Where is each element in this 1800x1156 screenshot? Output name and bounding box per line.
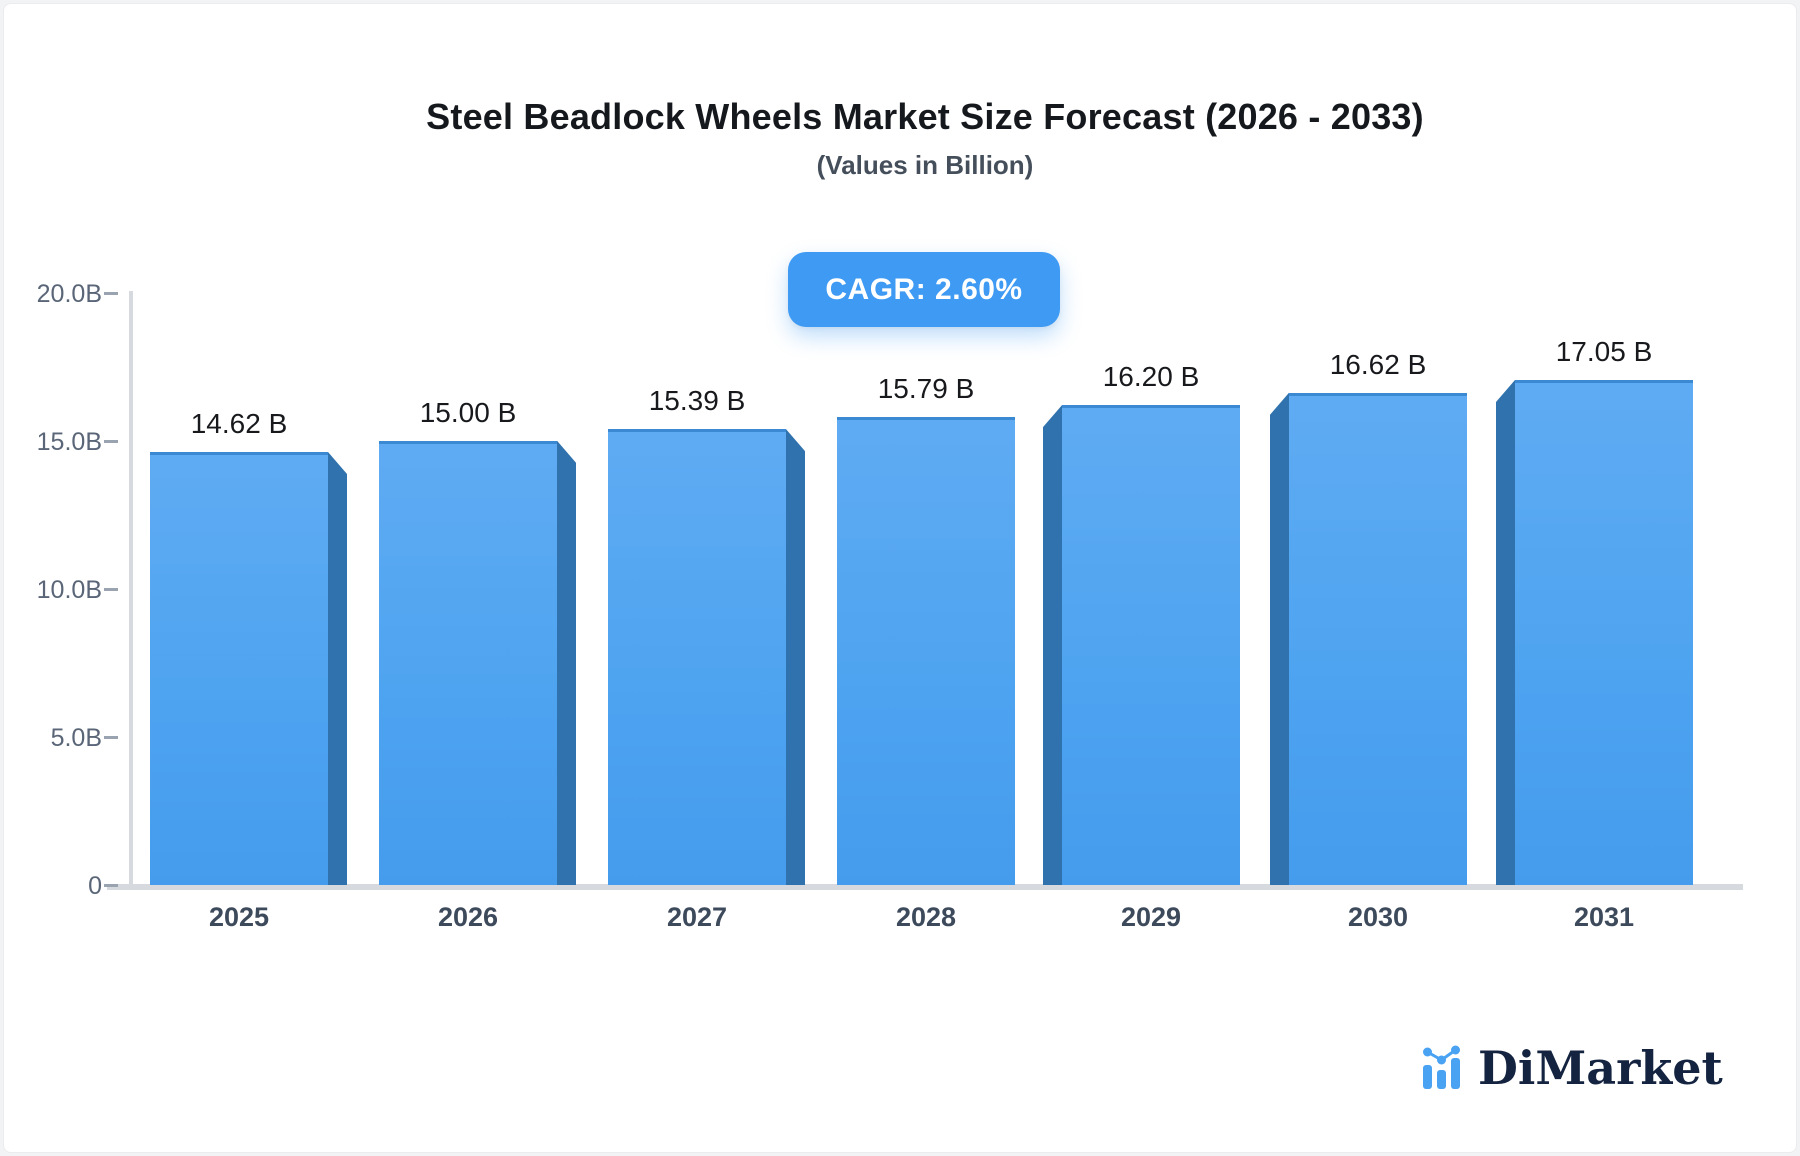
- y-tick-mark: [104, 587, 118, 591]
- x-axis-label-2025: 2025: [208, 902, 270, 932]
- bar-2026[interactable]: [379, 440, 557, 885]
- bar-2027[interactable]: [608, 429, 786, 885]
- y-tick-label: 15.0B: [36, 427, 102, 456]
- y-tick-mark: [104, 884, 118, 887]
- brand-logo: DiMarket: [1418, 1040, 1723, 1096]
- y-tick-label: 5.0B: [50, 723, 102, 752]
- bar-3d-side: [786, 429, 805, 885]
- bar-2025[interactable]: [150, 451, 328, 885]
- x-axis-label-2031: 2031: [1573, 902, 1635, 932]
- bar-value-label: 17.05 B: [1555, 335, 1653, 367]
- bar-3d-side: [328, 451, 347, 885]
- brand-name: DiMarket: [1478, 1041, 1723, 1095]
- x-axis-label-2026: 2026: [437, 902, 499, 932]
- y-tick-mark: [104, 291, 118, 295]
- bar-3d-side: [557, 440, 576, 885]
- y-axis-line: [129, 291, 133, 885]
- x-axis-label-2028: 2028: [895, 902, 957, 932]
- bar-3d-side: [1043, 405, 1062, 885]
- mini-bar-line-chart-icon: [1423, 1045, 1460, 1089]
- y-tick-label: 10.0B: [36, 575, 102, 604]
- bar-2029[interactable]: [1062, 405, 1240, 885]
- bar-2030[interactable]: [1289, 392, 1467, 885]
- y-tick-label: 20.0B: [36, 279, 102, 308]
- x-axis-line: [107, 884, 1743, 890]
- bar-value-label: 16.62 B: [1329, 348, 1427, 380]
- bar-2028[interactable]: [837, 417, 1015, 885]
- bar-2031[interactable]: [1515, 379, 1693, 885]
- bar-value-label: 15.79 B: [877, 373, 975, 405]
- bar-value-label: 14.62 B: [190, 407, 288, 439]
- x-axis-label-2027: 2027: [666, 902, 728, 932]
- y-tick-label: 0: [88, 872, 102, 900]
- x-axis-label-2030: 2030: [1347, 902, 1409, 932]
- bar-value-label: 16.20 B: [1102, 361, 1200, 393]
- x-axis-label-2029: 2029: [1120, 902, 1182, 932]
- cagr-badge: CAGR: 2.60%: [788, 252, 1060, 327]
- bar-3d-side: [1496, 379, 1515, 885]
- y-tick-mark: [104, 439, 118, 443]
- y-tick-mark: [104, 735, 118, 739]
- chart-subtitle: (Values in Billion): [816, 150, 1034, 180]
- chart-title: Steel Beadlock Wheels Market Size Foreca…: [426, 96, 1424, 137]
- bar-3d-side: [1270, 392, 1289, 885]
- bar-value-label: 15.39 B: [648, 385, 746, 417]
- bar-value-label: 15.00 B: [419, 396, 517, 428]
